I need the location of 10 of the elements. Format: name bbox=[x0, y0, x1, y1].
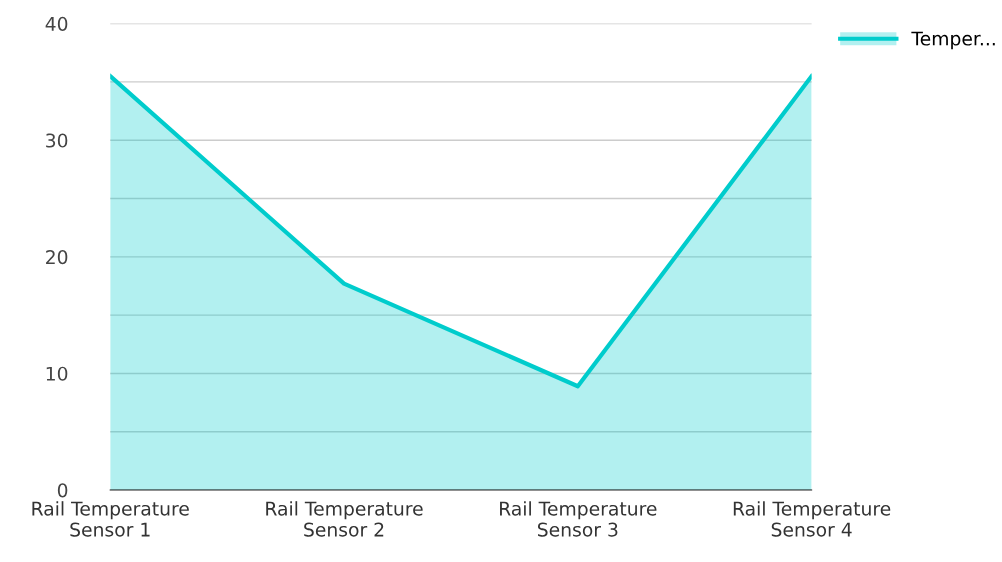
x-tick-label: Rail Temperature Sensor 3 bbox=[500, 501, 657, 537]
y-tick-label: 0 bbox=[57, 483, 68, 498]
y-tick-label: 30 bbox=[46, 133, 68, 148]
x-tick-label: Rail Temperature Sensor 2 bbox=[266, 501, 423, 537]
legend-label: Temper... bbox=[911, 31, 995, 50]
x-tick-label: Rail Temperature Sensor 1 bbox=[32, 501, 189, 537]
y-tick-label: 10 bbox=[46, 366, 68, 381]
x-tick-label: Rail Temperature Sensor 4 bbox=[733, 501, 891, 537]
y-tick-label: 40 bbox=[45, 16, 68, 31]
y-tick-label: 20 bbox=[46, 250, 68, 265]
